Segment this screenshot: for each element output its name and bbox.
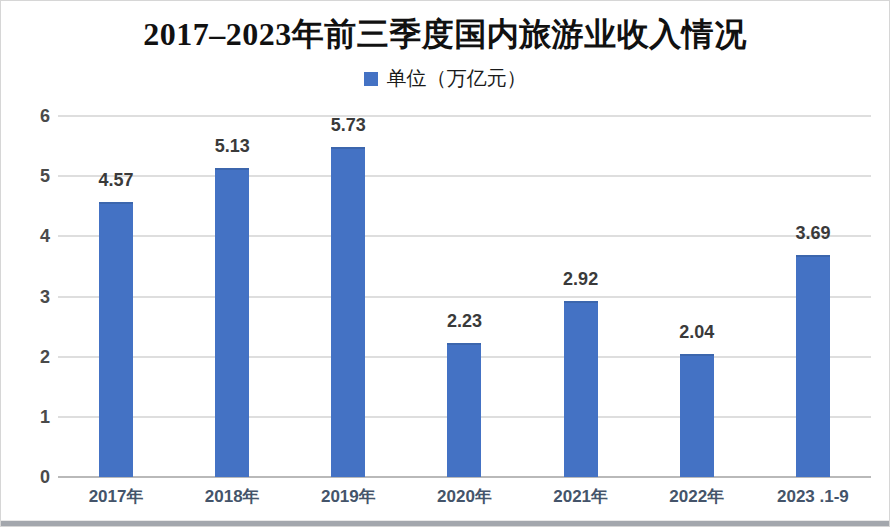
bar bbox=[796, 255, 830, 477]
legend-label: 单位（万亿元） bbox=[387, 65, 527, 92]
bar bbox=[331, 147, 365, 477]
x-tick-label: 2018年 bbox=[174, 488, 290, 505]
y-tick-label: 1 bbox=[24, 408, 50, 426]
bar-value-label: 2.92 bbox=[563, 270, 598, 288]
bar-slot: 3.692023 .1-9 bbox=[755, 116, 871, 477]
bar bbox=[447, 343, 481, 477]
bar-slot: 4.572017年 bbox=[58, 116, 174, 477]
x-tick-label: 2020年 bbox=[406, 488, 522, 505]
x-tick-label: 2023 .1-9 bbox=[755, 488, 871, 505]
x-tick-label: 2019年 bbox=[290, 488, 406, 505]
bar bbox=[680, 354, 714, 477]
bar-value-label: 3.69 bbox=[795, 224, 830, 242]
bar-slot: 2.922021年 bbox=[523, 116, 639, 477]
bar bbox=[99, 202, 133, 477]
bar-value-label: 5.73 bbox=[331, 116, 366, 134]
bar bbox=[215, 168, 249, 477]
y-tick-label: 3 bbox=[24, 288, 50, 306]
bar-value-label: 5.13 bbox=[215, 137, 250, 155]
y-tick-label: 2 bbox=[24, 348, 50, 366]
x-tick-label: 2017年 bbox=[58, 488, 174, 505]
bar-value-label: 4.57 bbox=[99, 171, 134, 189]
y-tick-label: 4 bbox=[24, 227, 50, 245]
y-tick-label: 6 bbox=[24, 107, 50, 125]
y-tick-label: 0 bbox=[24, 468, 50, 486]
bar-value-label: 2.04 bbox=[679, 323, 714, 341]
bar-slot: 2.042022年 bbox=[639, 116, 755, 477]
bottom-edge-strip bbox=[1, 520, 889, 526]
bar-slot: 2.232020年 bbox=[406, 116, 522, 477]
y-tick-label: 5 bbox=[24, 167, 50, 185]
x-tick-label: 2022年 bbox=[639, 488, 755, 505]
bar-slot: 5.132018年 bbox=[174, 116, 290, 477]
chart-panel: 2017–2023年前三季度国内旅游业收入情况 单位（万亿元） 01234564… bbox=[0, 0, 890, 527]
chart-title: 2017–2023年前三季度国内旅游业收入情况 bbox=[1, 13, 889, 57]
plot-area: 01234564.572017年5.132018年5.732019年2.2320… bbox=[58, 116, 871, 477]
bar-slot: 5.732019年 bbox=[290, 116, 406, 477]
blue-square-icon bbox=[364, 72, 378, 86]
bar-value-label: 2.23 bbox=[447, 312, 482, 330]
bar bbox=[564, 301, 598, 477]
chart-legend: 单位（万亿元） bbox=[1, 65, 889, 92]
x-tick-label: 2021年 bbox=[523, 488, 639, 505]
